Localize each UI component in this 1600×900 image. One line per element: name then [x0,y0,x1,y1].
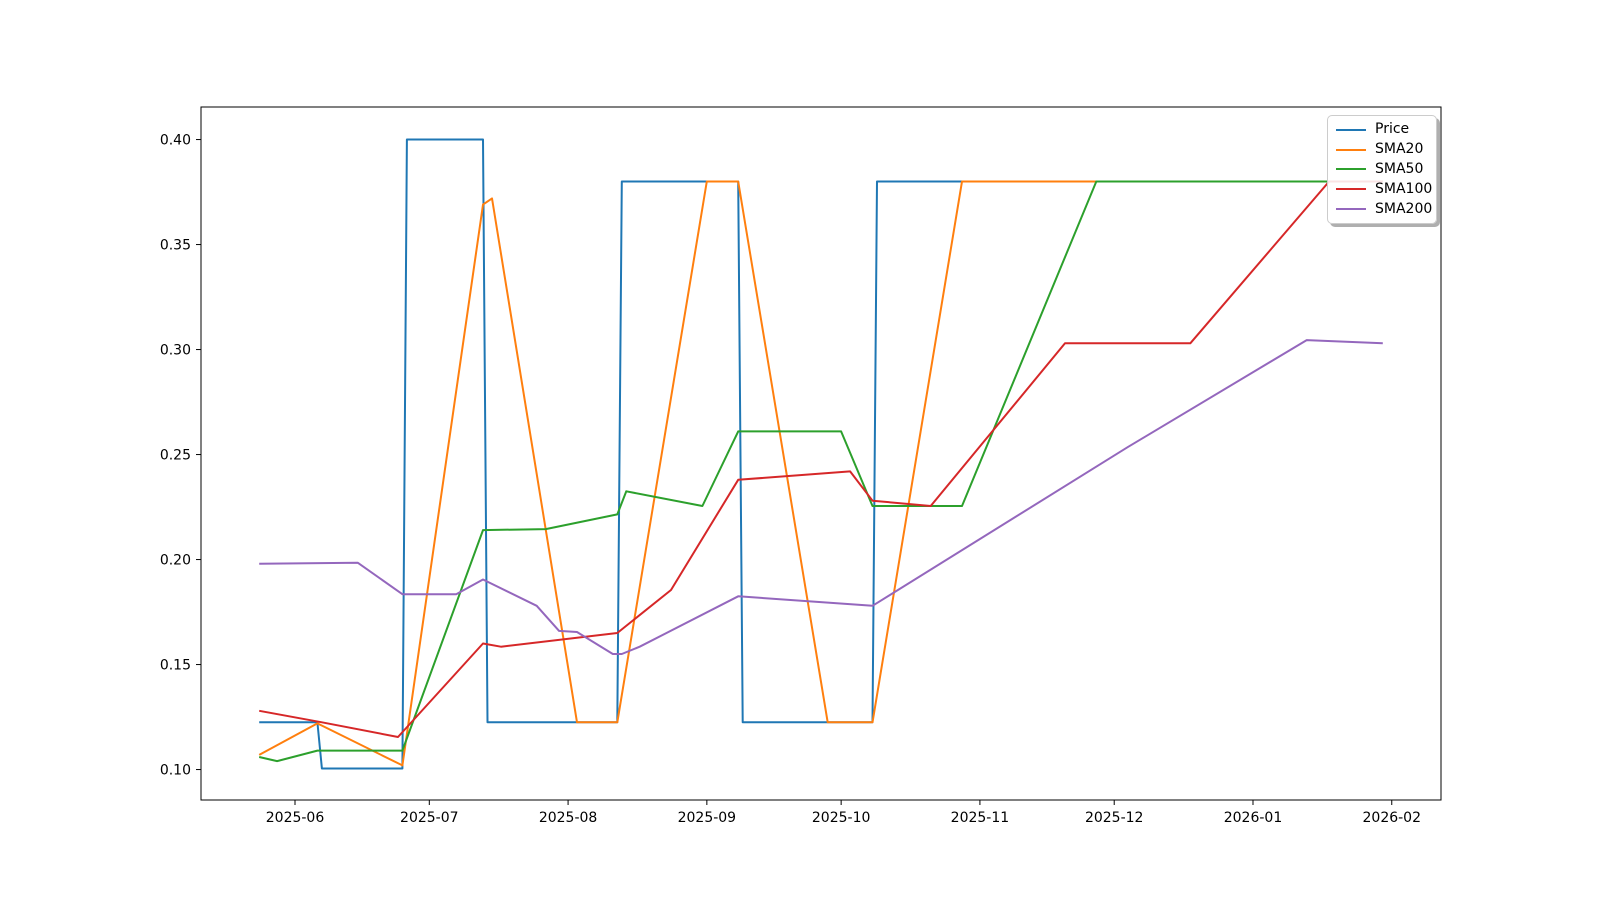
y-tick-label: 0.25 [160,448,191,464]
x-tick-label: 2025-06 [266,810,325,826]
series-line-sma20 [258,180,1383,767]
legend-label-sma200: SMA200 [1375,200,1433,217]
legend-label-sma50: SMA50 [1375,160,1424,177]
legend-label-sma100: SMA100 [1375,180,1433,197]
x-tick-label: 2025-10 [812,810,871,826]
x-tick-label: 2025-08 [539,810,598,826]
x-tick-label: 2025-09 [678,810,737,826]
legend-item-price: Price [1336,120,1428,139]
legend-item-sma200: SMA200 [1336,200,1432,219]
y-tick-label: 0.40 [160,133,191,149]
legend: Price SMA20 SMA50 SMA100 SMA200 [1327,115,1437,224]
y-tick-label: 0.15 [160,658,191,674]
legend-item-sma100: SMA100 [1336,180,1432,199]
legend-swatch-price [1336,128,1366,131]
legend-swatch-sma100 [1336,188,1366,191]
x-tick-label: 2025-12 [1085,810,1144,826]
series-line-price [259,138,1383,770]
legend-swatch-sma200 [1336,208,1366,211]
series-line-sma200 [259,339,1383,655]
y-tick-label: 0.35 [160,238,191,254]
plot-border [200,106,1442,801]
x-tick-label: 2026-02 [1363,810,1422,826]
series-line-sma100 [259,180,1383,738]
x-tick-label: 2026-01 [1224,810,1283,826]
legend-item-sma20: SMA20 [1336,140,1428,159]
y-tick-label: 0.20 [160,553,191,569]
legend-swatch-sma50 [1336,168,1366,171]
legend-label-price: Price [1375,121,1410,138]
legend-item-sma50: SMA50 [1336,160,1428,179]
x-tick-label: 2025-07 [400,810,459,826]
legend-swatch-sma20 [1336,148,1366,151]
series-line-sma50 [258,180,1383,763]
x-tick-label: 2025-11 [951,810,1010,826]
y-tick-label: 0.30 [160,343,191,359]
legend-label-sma20: SMA20 [1375,141,1424,158]
y-tick-label: 0.10 [160,763,191,779]
